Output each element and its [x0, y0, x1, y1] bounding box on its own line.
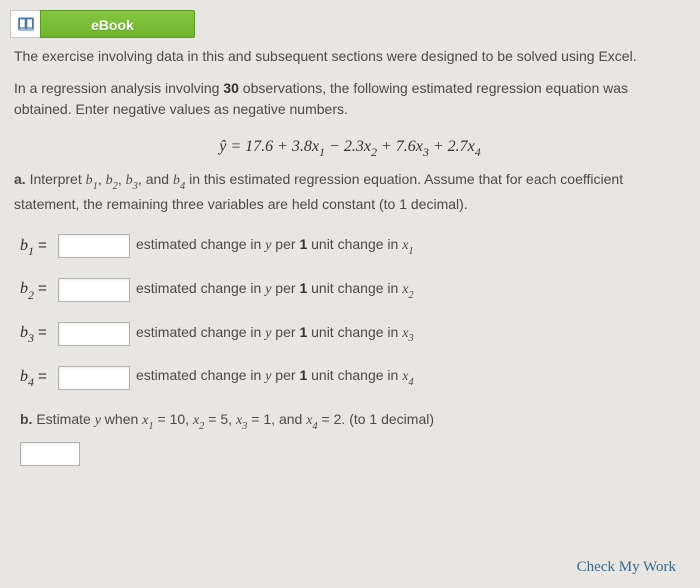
obs-count: 30: [223, 80, 239, 96]
coef-desc: estimated change in y per 1 unit change …: [136, 278, 414, 303]
intro-line-2: In a regression analysis involving 30 ob…: [14, 78, 686, 121]
coef-desc: estimated change in y per 1 unit change …: [136, 322, 414, 347]
coef-symbol: b1 =: [20, 234, 52, 260]
coef-symbol: b4 =: [20, 365, 52, 391]
coef-row-b2: b2 = estimated change in y per 1 unit cha…: [20, 277, 686, 303]
part-b-answer-input[interactable]: [20, 442, 80, 466]
coef-symbol: b3 =: [20, 321, 52, 347]
intro-line-1: The exercise involving data in this and …: [14, 46, 686, 68]
coef-desc: estimated change in y per 1 unit change …: [136, 365, 414, 390]
part-a-text: a. Interpret b1, b2, b3, and b4 in this …: [14, 169, 686, 216]
coef-row-b4: b4 = estimated change in y per 1 unit cha…: [20, 365, 686, 391]
top-bar: eBook: [0, 0, 700, 38]
intro2-a: In a regression analysis involving: [14, 80, 223, 96]
coef-row-b3: b3 = estimated change in y per 1 unit cha…: [20, 321, 686, 347]
check-my-work-link[interactable]: Check My Work: [577, 559, 676, 576]
coef-input-b1[interactable]: [58, 234, 130, 258]
content-area: The exercise involving data in this and …: [0, 38, 700, 466]
coef-input-b2[interactable]: [58, 278, 130, 302]
ebook-icon-box: [10, 10, 40, 38]
coef-input-b4[interactable]: [58, 366, 130, 390]
part-a-prefix: Interpret: [26, 171, 86, 187]
coef-input-b3[interactable]: [58, 322, 130, 346]
equation-text: ŷ = 17.6 + 3.8x1 − 2.3x2 + 7.6x3 + 2.7x4: [219, 138, 481, 155]
coef-row-b1: b1 = estimated change in y per 1 unit cha…: [20, 234, 686, 260]
coef-desc: estimated change in y per 1 unit change …: [136, 234, 414, 259]
part-a-label: a.: [14, 171, 26, 187]
part-b-text: b. Estimate y when x1 = 10, x2 = 5, x3 =…: [20, 409, 686, 434]
part-b-label: b.: [20, 411, 32, 427]
book-icon: [18, 17, 34, 31]
ebook-button[interactable]: eBook: [40, 10, 195, 38]
regression-equation: ŷ = 17.6 + 3.8x1 − 2.3x2 + 7.6x3 + 2.7x4: [14, 135, 686, 161]
coef-symbol: b2 =: [20, 277, 52, 303]
